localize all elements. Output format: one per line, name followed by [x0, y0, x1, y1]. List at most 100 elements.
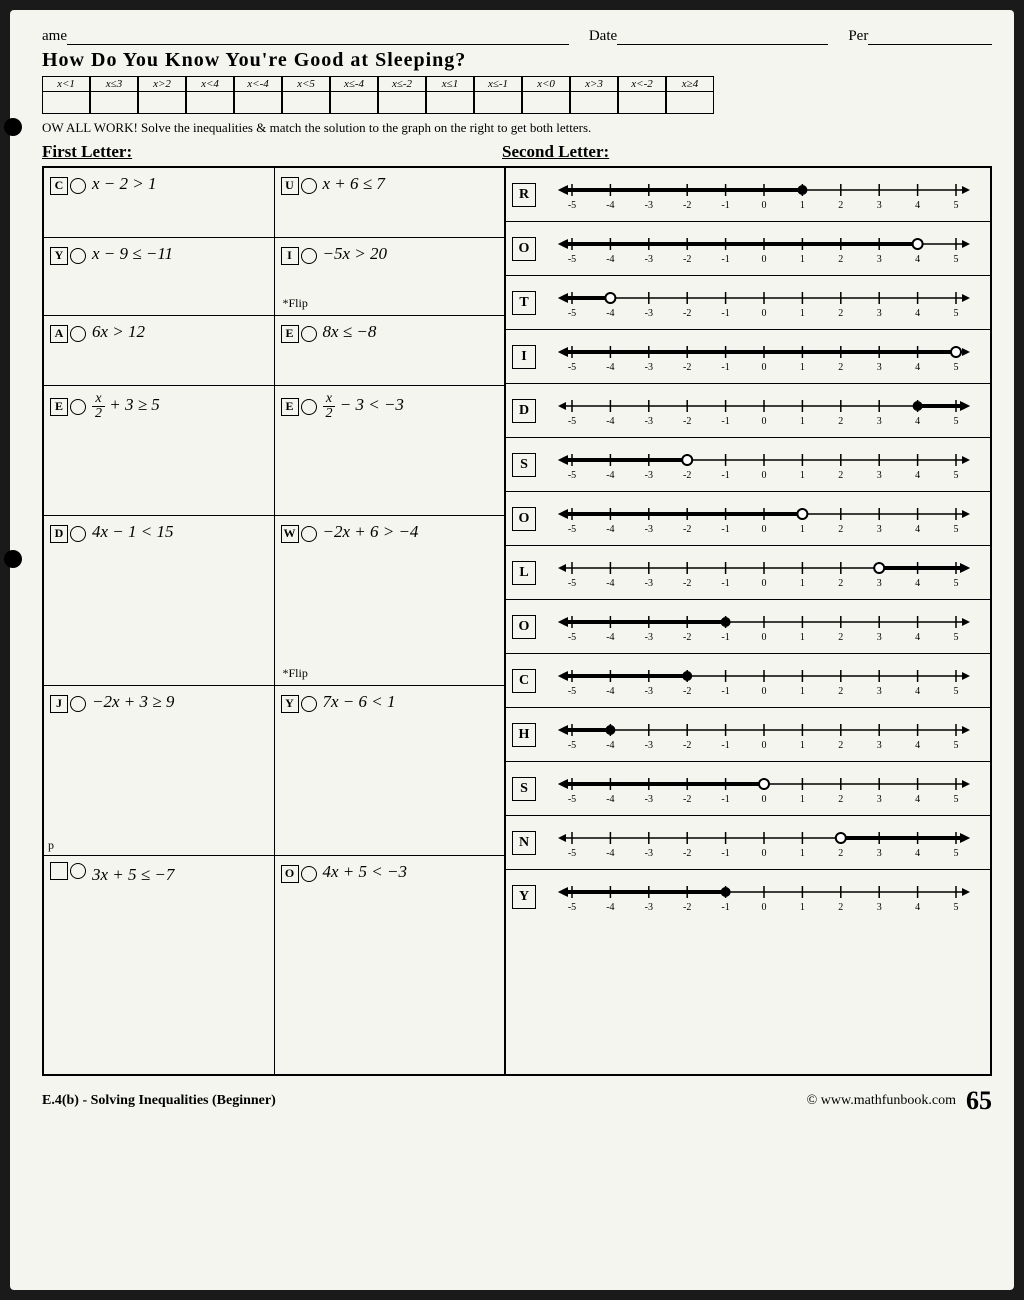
- problem-expression: 8x ≤ −8: [323, 322, 377, 341]
- numberline-row: O-5-4-3-2-1012345: [506, 600, 990, 654]
- svg-text:1: 1: [800, 524, 805, 535]
- svg-text:5: 5: [954, 632, 959, 643]
- svg-text:3: 3: [877, 308, 882, 319]
- answer-cell[interactable]: x<0: [522, 76, 570, 114]
- svg-text:4: 4: [915, 470, 920, 481]
- svg-text:-4: -4: [606, 308, 614, 319]
- header-row: ame Date Per: [42, 28, 992, 45]
- problem-badge: J: [50, 695, 86, 713]
- svg-text:2: 2: [838, 740, 843, 751]
- numberline-row: L-5-4-3-2-1012345: [506, 546, 990, 600]
- svg-text:4: 4: [915, 308, 920, 319]
- svg-text:0: 0: [762, 416, 767, 427]
- svg-text:5: 5: [954, 524, 959, 535]
- answer-cell[interactable]: x<-2: [618, 76, 666, 114]
- answer-cell[interactable]: x≤1: [426, 76, 474, 114]
- numberline-svg: -5-4-3-2-1012345: [544, 712, 984, 758]
- problem-badge: Y: [50, 247, 86, 265]
- answer-cell[interactable]: x<4: [186, 76, 234, 114]
- answer-cell[interactable]: x≥4: [666, 76, 714, 114]
- answer-cell[interactable]: x≤3: [90, 76, 138, 114]
- numberline-label: O: [512, 615, 536, 639]
- svg-text:2: 2: [838, 794, 843, 805]
- svg-text:1: 1: [800, 902, 805, 913]
- svg-text:-5: -5: [568, 200, 576, 211]
- column-headers: First Letter: Second Letter:: [42, 142, 992, 162]
- svg-text:-5: -5: [568, 848, 576, 859]
- svg-text:-4: -4: [606, 254, 614, 265]
- problem-cell: O4x + 5 < −3: [274, 856, 505, 1074]
- svg-text:-5: -5: [568, 308, 576, 319]
- problem-expression: 3x + 5 ≤ −7: [92, 865, 174, 884]
- svg-text:-1: -1: [721, 254, 729, 265]
- svg-text:-5: -5: [568, 632, 576, 643]
- numberline-row: O-5-4-3-2-1012345: [506, 222, 990, 276]
- svg-text:-5: -5: [568, 470, 576, 481]
- answer-cell[interactable]: x>3: [570, 76, 618, 114]
- answer-strip: x<1x≤3x>2x<4x<-4x<5x≤-4x≤-2x≤1x≤-1x<0x>3…: [42, 76, 992, 114]
- svg-text:3: 3: [877, 470, 882, 481]
- svg-text:-2: -2: [683, 416, 691, 427]
- answer-cell[interactable]: x>2: [138, 76, 186, 114]
- answer-cell[interactable]: x≤-4: [330, 76, 378, 114]
- numberline-label: N: [512, 831, 536, 855]
- svg-text:2: 2: [838, 362, 843, 373]
- svg-text:-2: -2: [683, 200, 691, 211]
- problem-row: Yx − 9 ≤ −11I−5x > 20*Flip: [44, 238, 504, 316]
- numberline-row: T-5-4-3-2-1012345: [506, 276, 990, 330]
- svg-text:5: 5: [954, 794, 959, 805]
- hole-punch: [4, 550, 22, 568]
- svg-text:0: 0: [762, 902, 767, 913]
- svg-text:2: 2: [838, 254, 843, 265]
- svg-text:-4: -4: [606, 200, 614, 211]
- numberline-label: H: [512, 723, 536, 747]
- svg-text:-5: -5: [568, 740, 576, 751]
- svg-text:-1: -1: [721, 524, 729, 535]
- problem-badge: C: [50, 177, 86, 195]
- numberline-svg: -5-4-3-2-1012345: [544, 766, 984, 812]
- svg-text:4: 4: [915, 632, 920, 643]
- svg-text:5: 5: [954, 740, 959, 751]
- svg-text:1: 1: [800, 308, 805, 319]
- svg-text:-2: -2: [683, 470, 691, 481]
- svg-text:2: 2: [838, 308, 843, 319]
- svg-text:-2: -2: [683, 578, 691, 589]
- numberline-row: Y-5-4-3-2-1012345: [506, 870, 990, 924]
- svg-text:-1: -1: [721, 200, 729, 211]
- svg-text:0: 0: [762, 470, 767, 481]
- numberline-label: Y: [512, 885, 536, 909]
- svg-text:2: 2: [838, 524, 843, 535]
- answer-cell[interactable]: x<-4: [234, 76, 282, 114]
- svg-text:5: 5: [954, 470, 959, 481]
- svg-text:-4: -4: [606, 686, 614, 697]
- numberline-svg: -5-4-3-2-1012345: [544, 874, 984, 920]
- svg-text:-3: -3: [645, 416, 653, 427]
- problem-badge: W: [281, 525, 317, 543]
- svg-text:-1: -1: [721, 686, 729, 697]
- answer-cell[interactable]: x<5: [282, 76, 330, 114]
- numberline-svg: -5-4-3-2-1012345: [544, 280, 984, 326]
- svg-text:-5: -5: [568, 362, 576, 373]
- svg-text:0: 0: [762, 200, 767, 211]
- second-letter-header: Second Letter:: [502, 142, 992, 162]
- per-label: Per: [848, 28, 868, 45]
- svg-text:-5: -5: [568, 578, 576, 589]
- numberline-label: R: [512, 183, 536, 207]
- numberline-row: D-5-4-3-2-1012345: [506, 384, 990, 438]
- answer-cell[interactable]: x≤-2: [378, 76, 426, 114]
- answer-cell[interactable]: x<1: [42, 76, 90, 114]
- answer-cell[interactable]: x≤-1: [474, 76, 522, 114]
- svg-text:4: 4: [915, 578, 920, 589]
- numberline-svg: -5-4-3-2-1012345: [544, 388, 984, 434]
- svg-text:3: 3: [877, 794, 882, 805]
- svg-text:-3: -3: [645, 362, 653, 373]
- numberline-row: C-5-4-3-2-1012345: [506, 654, 990, 708]
- svg-text:-2: -2: [683, 902, 691, 913]
- numberline-label: S: [512, 777, 536, 801]
- svg-text:5: 5: [954, 902, 959, 913]
- problem-badge: I: [281, 247, 317, 265]
- numberline-label: T: [512, 291, 536, 315]
- problem-expression: x − 2 > 1: [92, 174, 157, 193]
- problem-badge: Y: [281, 695, 317, 713]
- numberline-label: S: [512, 453, 536, 477]
